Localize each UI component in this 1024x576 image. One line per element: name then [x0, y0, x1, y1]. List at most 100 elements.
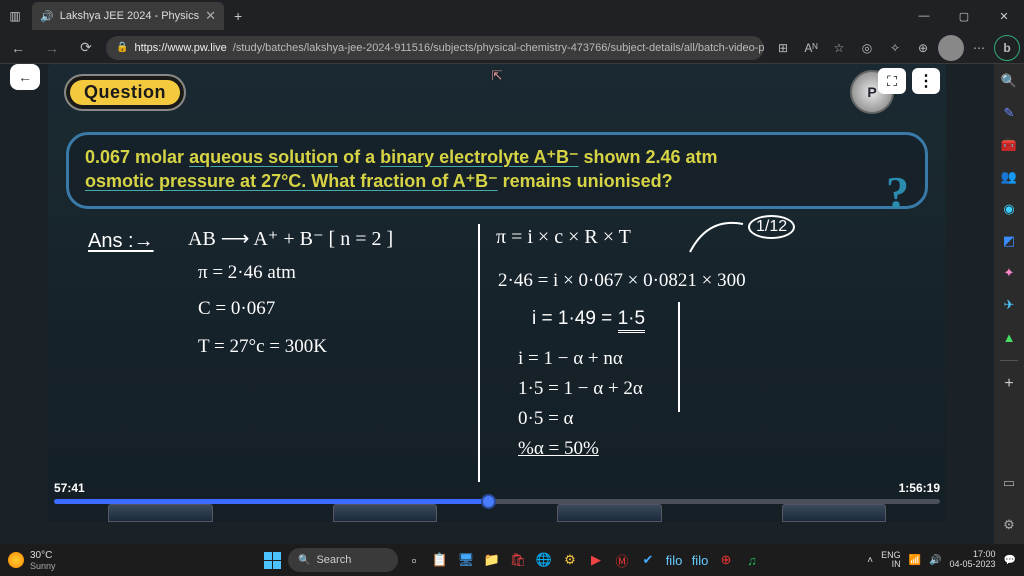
weather-widget[interactable]: 30°C Sunny [8, 550, 56, 571]
video-player[interactable]: ⇱ ⛶ ⋮ P Question 0.067 molar aqueous sol… [48, 64, 946, 522]
handwriting: i = 1 − α + nα [518, 348, 623, 370]
extension-icon[interactable]: ◎ [854, 35, 880, 61]
star-icon[interactable]: ☆ [826, 35, 852, 61]
question-text: of a [338, 147, 380, 167]
thumbnail[interactable] [557, 504, 662, 522]
favorites-icon[interactable]: ✧ [882, 35, 908, 61]
video-menu-button[interactable]: ⋮ [912, 68, 940, 94]
sidebar-app-icon[interactable]: ◩ [1000, 232, 1018, 250]
url-host: https://www.pw.live [134, 42, 226, 54]
search-icon: 🔍 [298, 555, 310, 566]
time-total: 1:56:19 [899, 481, 940, 495]
handwriting: C = 0·067 [198, 298, 275, 320]
audio-icon: 🔊 [40, 10, 54, 23]
browser-tab[interactable]: 🔊 Lakshya JEE 2024 - Physics ✕ [32, 2, 224, 30]
taskbar-app-icon[interactable]: 🌐 [532, 548, 556, 572]
thumbnail[interactable] [782, 504, 887, 522]
fullscreen-button[interactable]: ⛶ [878, 68, 906, 94]
notification-icon[interactable]: 💬 [1004, 555, 1016, 566]
sidebar-toggle-icon[interactable]: ▭ [1000, 474, 1018, 492]
question-box: 0.067 molar aqueous solution of a binary… [66, 132, 928, 209]
taskbar-app-icon[interactable]: filo [688, 548, 712, 572]
sidebar-add-button[interactable]: + [1000, 375, 1018, 393]
minimize-button[interactable]: — [904, 0, 944, 32]
sidebar-search-icon[interactable]: 🔍 [1000, 72, 1018, 90]
sidebar-separator [1000, 360, 1018, 361]
lock-icon: 🔒 [116, 42, 128, 53]
wifi-icon[interactable]: 📶 [909, 555, 921, 566]
question-badge: Question [66, 76, 184, 109]
window-close-button[interactable]: ✕ [984, 0, 1024, 32]
edge-sidebar: 🔍 ✎ 🧰 👥 ◉ ◩ ✦ ✈ ▲ + ▭ ⚙ [994, 64, 1024, 544]
nav-forward-button[interactable]: → [38, 34, 66, 62]
url-field[interactable]: 🔒 https://www.pw.live/study/batches/laks… [106, 36, 764, 60]
sidebar-app-icon[interactable]: ◉ [1000, 200, 1018, 218]
pip-icon[interactable]: ⇱ [492, 68, 503, 84]
refresh-button[interactable]: ⟳ [72, 34, 100, 62]
handwriting: T = 27°c = 300K [198, 336, 327, 358]
app-icon[interactable]: ⊞ [770, 35, 796, 61]
sidebar-app-icon[interactable]: ▲ [1000, 328, 1018, 346]
bing-chat-icon[interactable]: b [994, 35, 1020, 61]
sidebar-app-icon[interactable]: ✈ [1000, 296, 1018, 314]
taskbar-app-icon[interactable]: Ⓜ [610, 548, 634, 572]
taskbar-app-icon[interactable]: ⊕ [714, 548, 738, 572]
sidebar-app-icon[interactable]: ✎ [1000, 104, 1018, 122]
taskbar-app-icon[interactable]: filo [662, 548, 686, 572]
divider [478, 224, 480, 482]
thumbnail[interactable] [108, 504, 213, 522]
page-content: ← ⇱ ⛶ ⋮ P Question 0.067 molar aqueous s… [0, 64, 994, 544]
question-text: shown 2.46 atm [579, 147, 718, 167]
tab-title: Lakshya JEE 2024 - Physics [60, 10, 199, 22]
taskbar-app-icon[interactable]: 🛍 [506, 548, 530, 572]
sidebar-settings-icon[interactable]: ⚙ [1000, 516, 1018, 534]
tab-close-icon[interactable]: ✕ [205, 8, 216, 24]
handwriting: π = 2·46 atm [198, 262, 296, 284]
handwriting: i = 1·49 = 1·5 [532, 308, 645, 330]
sun-icon [8, 552, 24, 568]
taskbar-search[interactable]: 🔍 Search [288, 548, 398, 572]
handwriting: 0·5 = α [518, 408, 574, 430]
maximize-button[interactable]: ▢ [944, 0, 984, 32]
start-button[interactable] [260, 548, 284, 572]
video-progress: 57:41 1:56:19 [48, 481, 946, 504]
taskbar-app-icon[interactable]: ✔ [636, 548, 660, 572]
taskbar-app-icon[interactable]: ⚙ [558, 548, 582, 572]
profile-avatar[interactable] [938, 35, 964, 61]
taskbar: 30°C Sunny 🔍 Search ▫📋🖥📁🛍🌐⚙▶Ⓜ✔filofilo⊕♫… [0, 544, 1024, 576]
read-aloud-icon[interactable]: Aᴺ [798, 35, 824, 61]
handwriting: AB ⟶ A⁺ + B⁻ [ n = 2 ] [188, 226, 393, 251]
sidebar-app-icon[interactable]: 👥 [1000, 168, 1018, 186]
question-text: osmotic pressure at 27°C. What fraction … [85, 171, 498, 191]
sidebar-app-icon[interactable]: 🧰 [1000, 136, 1018, 154]
weather-temp: 30°C [30, 550, 56, 561]
language-indicator[interactable]: ENGIN [881, 551, 901, 569]
new-tab-button[interactable]: + [224, 8, 252, 24]
collections-icon[interactable]: ⊕ [910, 35, 936, 61]
clock[interactable]: 17:0004-05-2023 [950, 550, 996, 570]
page-back-button[interactable]: ← [10, 64, 40, 90]
question-text: 0.067 molar [85, 147, 189, 167]
more-icon[interactable]: ⋯ [966, 35, 992, 61]
url-path: /study/batches/lakshya-jee-2024-911516/s… [233, 42, 764, 54]
window-titlebar: ▥ 🔊 Lakshya JEE 2024 - Physics ✕ + — ▢ ✕ [0, 0, 1024, 32]
taskbar-app-icon[interactable]: ♫ [740, 548, 764, 572]
taskbar-app-icon[interactable]: 🖥 [454, 548, 478, 572]
taskbar-app-icon[interactable]: 📋 [428, 548, 452, 572]
taskbar-app-icon[interactable]: ▫ [402, 548, 426, 572]
question-text: aqueous solution [189, 147, 338, 167]
time-current: 57:41 [54, 481, 85, 495]
nav-back-button[interactable]: ← [4, 34, 32, 62]
address-bar: ← → ⟳ 🔒 https://www.pw.live/study/batche… [0, 32, 1024, 64]
handwriting: %α = 50% [518, 438, 599, 460]
tab-shelf-icon[interactable]: ▥ [0, 9, 30, 23]
taskbar-app-icon[interactable]: ▶ [584, 548, 608, 572]
question-mark-icon: ? [886, 162, 909, 224]
handwriting: π = i × c × R × T [496, 226, 631, 249]
thumbnail[interactable] [333, 504, 438, 522]
sidebar-app-icon[interactable]: ✦ [1000, 264, 1018, 282]
taskbar-app-icon[interactable]: 📁 [480, 548, 504, 572]
volume-icon[interactable]: 🔊 [929, 555, 941, 566]
tray-chevron-icon[interactable]: ˄ [867, 555, 873, 566]
search-placeholder: Search [316, 554, 351, 566]
